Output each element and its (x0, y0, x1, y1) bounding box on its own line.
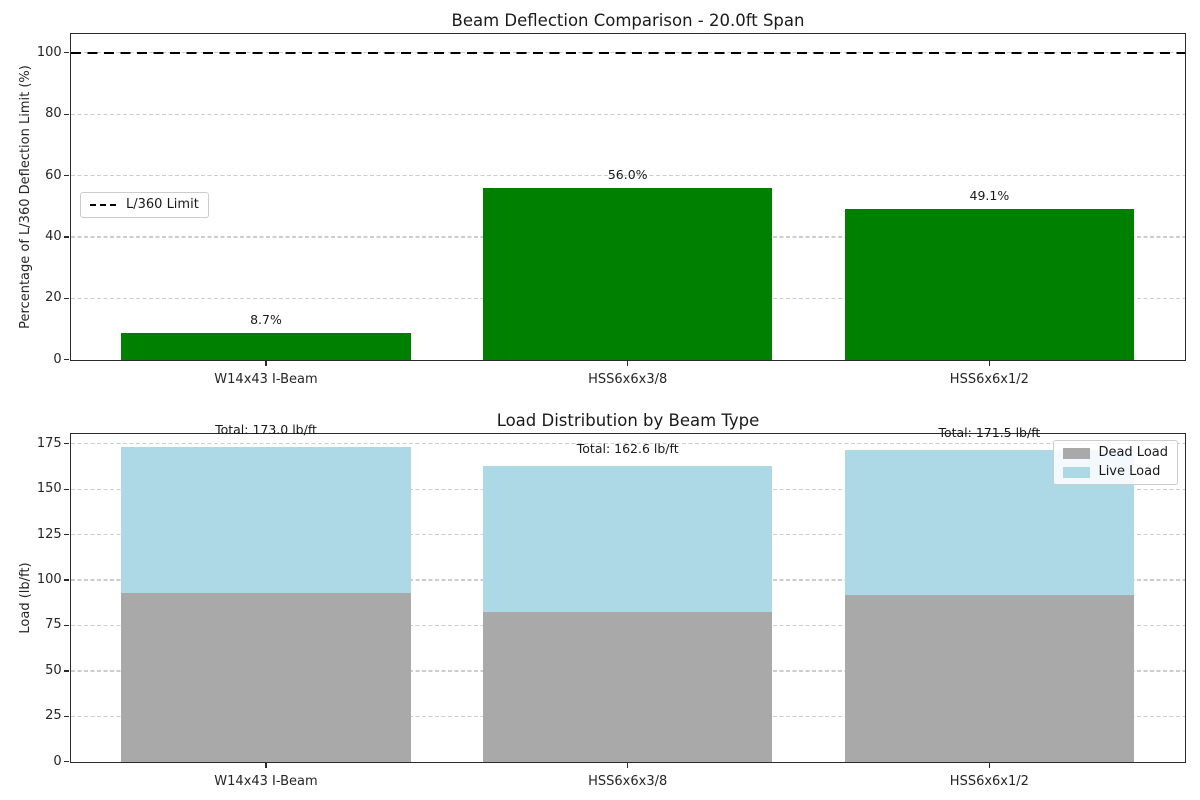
total-label: Total: 171.5 lb/ft (938, 425, 1041, 441)
y-tick-label: 0 (53, 753, 62, 769)
x-tick-mark (988, 762, 991, 768)
y-tick-label: 0 (53, 351, 62, 367)
value-label: 8.7% (250, 311, 282, 327)
bar-hss6x6x1-2 (844, 208, 1135, 360)
y-tick-label: 80 (45, 106, 62, 122)
value-label: 56.0% (607, 166, 648, 182)
x-tick-label: HSS6x6x3/8 (588, 371, 668, 387)
y-tick-mark (64, 533, 70, 536)
gridline (70, 113, 1185, 115)
y-tick-mark (64, 715, 70, 717)
bar-hss6x6x3-8 (483, 187, 773, 360)
y-tick-label: 60 (45, 167, 62, 183)
x-tick-mark (265, 360, 267, 366)
legend-swatch-dead-load (1063, 447, 1091, 459)
total-label: Total: 162.6 lb/ft (576, 441, 679, 457)
y-tick-mark (64, 52, 70, 54)
y-tick-label: 100 (36, 44, 62, 60)
deflection-limit-line (70, 51, 1185, 54)
bar-segment-dead-load (121, 592, 411, 762)
y-tick-mark (64, 488, 70, 490)
y-tick-mark (64, 443, 70, 445)
legend-item-l-360-limit: L/360 Limit (90, 197, 199, 213)
legend-swatch-live-load (1063, 466, 1091, 478)
gridline (70, 175, 1185, 177)
legend-label: L/360 Limit (126, 197, 199, 212)
bar-segment-live-load (483, 466, 773, 612)
y-axis-label: Load (lb/ft) (18, 562, 33, 634)
y-tick-label: 125 (36, 526, 62, 542)
y-tick-mark (64, 579, 70, 581)
bar-segment-dead-load (844, 595, 1135, 762)
legend-label: Dead Load (1098, 445, 1168, 460)
legend-item-dead-load: Dead Load (1063, 445, 1168, 461)
bar-w14x43-i-beam (121, 332, 411, 360)
y-tick-label: 25 (45, 708, 62, 724)
plot-area: 0 20 40 60 80 100 W14x43 I-Beam 8.7% HSS6x6x3/8 5… (37, 32, 1186, 386)
gridline (70, 443, 1185, 445)
legend-label: Live Load (1098, 464, 1161, 479)
x-tick-label: HSS6x6x1/2 (949, 371, 1029, 387)
y-tick-mark (64, 236, 70, 238)
x-tick-mark (627, 762, 629, 768)
y-tick-mark (64, 174, 70, 177)
x-tick-label: W14x43 I-Beam (214, 371, 318, 387)
x-tick-mark (265, 762, 267, 768)
plot-area: 0 25 50 75 100 125 150 175 W14x43 I-Beam Total: 1… (37, 423, 1186, 788)
y-tick-label: 50 (45, 662, 62, 678)
y-tick-mark (64, 297, 70, 299)
y-tick-mark (64, 113, 70, 115)
x-tick-label: HSS6x6x3/8 (588, 773, 668, 789)
dashed-line-swatch (90, 204, 118, 206)
y-tick-label: 40 (45, 228, 62, 244)
bar-segment-live-load (121, 447, 411, 593)
y-tick-label: 100 (36, 571, 62, 587)
y-tick-label: 75 (45, 617, 62, 633)
legend-item-live-load: Live Load (1063, 464, 1168, 480)
y-tick-mark (64, 359, 70, 361)
chart-title: Beam Deflection Comparison - 20.0ft Span (451, 11, 805, 30)
y-tick-mark (64, 761, 70, 763)
y-tick-label: 20 (45, 290, 62, 306)
y-tick-label: 150 (36, 481, 62, 497)
x-tick-mark (627, 360, 629, 366)
x-tick-mark (988, 360, 991, 366)
x-tick-label: W14x43 I-Beam (214, 773, 318, 789)
chart-title: Load Distribution by Beam Type (496, 411, 760, 430)
legend: L/360 Limit (80, 192, 209, 218)
total-label: Total: 173.0 lb/ft (215, 422, 317, 438)
y-tick-mark (64, 624, 70, 627)
value-label: 49.1% (969, 187, 1010, 203)
y-tick-label: 175 (36, 435, 62, 451)
x-tick-label: HSS6x6x1/2 (949, 773, 1029, 789)
y-tick-mark (64, 670, 70, 672)
legend: Dead Load Live Load (1053, 440, 1178, 485)
bar-segment-dead-load (483, 611, 773, 762)
